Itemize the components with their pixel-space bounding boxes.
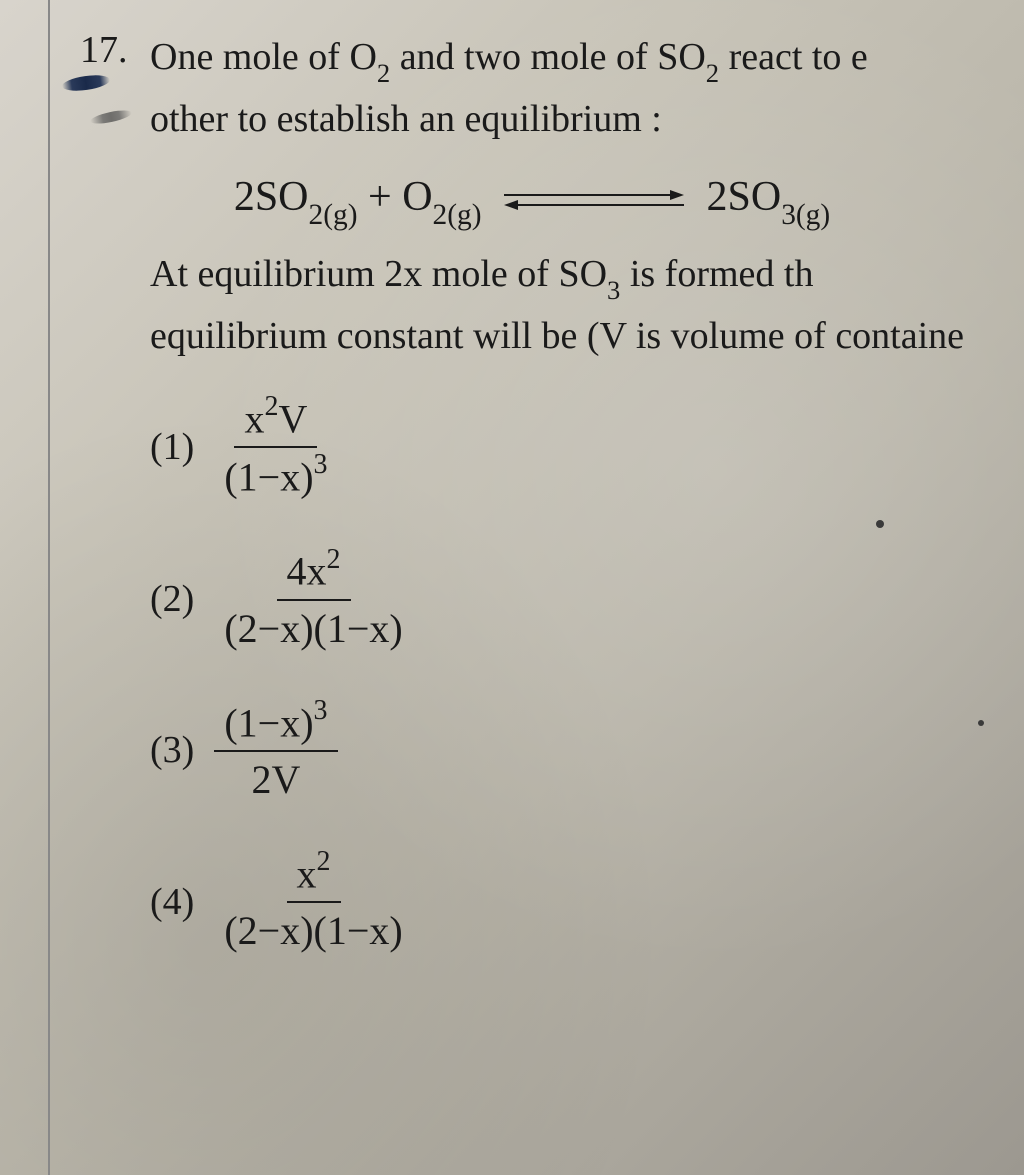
opt3-num-sup: 3 — [314, 695, 328, 726]
q-text-1c: react to e — [719, 36, 868, 78]
option-3: (3) (1−x)3 2V — [150, 698, 1004, 803]
question-text-line1: One mole of O2 and two mole of SO2 react… — [150, 28, 1004, 149]
question-content: 17. One mole of O2 and two mole of SO2 r… — [0, 0, 1024, 982]
option-2-fraction: 4x2 (2−x)(1−x) — [214, 546, 412, 651]
q-text-1a: One mole of O — [150, 36, 377, 78]
eq-rhs-sub: 3(g) — [781, 199, 830, 231]
opt2-num-a: 4x — [287, 549, 327, 594]
option-4-fraction: x2 (2−x)(1−x) — [214, 849, 412, 954]
option-1: (1) x2V (1−x)3 — [150, 394, 1004, 501]
option-3-numerator: (1−x)3 — [214, 698, 337, 752]
eq-plus: + — [358, 174, 403, 220]
q-sub-2: 2 — [706, 58, 719, 88]
option-1-denominator: (1−x)3 — [214, 448, 337, 500]
opt1-num-a: x — [244, 396, 264, 441]
opt2-num-sup: 2 — [327, 544, 341, 575]
option-2: (2) 4x2 (2−x)(1−x) — [150, 546, 1004, 651]
opt1-den-sup: 3 — [314, 449, 328, 480]
eq-lhs2-sub: 2(g) — [433, 199, 482, 231]
opt4-num-a: x — [297, 851, 317, 896]
opt1-num-b: V — [278, 396, 307, 441]
body-line4: equilibrium constant will be (V is volum… — [150, 307, 1004, 366]
option-2-label: (2) — [150, 577, 194, 621]
eq-rhs: 2SO — [707, 174, 782, 220]
body-3b: is formed th — [620, 253, 813, 295]
option-4-label: (4) — [150, 880, 194, 924]
question-number: 17. — [80, 28, 128, 72]
q-text-1b: and two mole of SO — [390, 36, 706, 78]
option-2-denominator: (2−x)(1−x) — [214, 601, 412, 652]
body-3-sub: 3 — [607, 275, 620, 305]
option-1-fraction: x2V (1−x)3 — [214, 394, 337, 501]
option-1-numerator: x2V — [234, 394, 317, 448]
q-sub-1: 2 — [377, 58, 390, 88]
eq-lhs1: 2SO — [234, 174, 309, 220]
option-4: (4) x2 (2−x)(1−x) — [150, 849, 1004, 954]
equilibrium-arrow-icon — [504, 188, 684, 212]
equilibrium-equation: 2SO2(g) + O2(g) 2SO3(g) — [60, 173, 1004, 227]
opt1-num-sup: 2 — [264, 391, 278, 422]
option-3-label: (3) — [150, 728, 194, 772]
body-3a: At equilibrium 2x mole of SO — [150, 253, 607, 295]
option-4-denominator: (2−x)(1−x) — [214, 903, 412, 954]
opt4-num-sup: 2 — [317, 846, 331, 877]
question-text-line2: other to establish an equilibrium : — [150, 90, 1004, 149]
eq-lhs1-sub: 2(g) — [309, 199, 358, 231]
option-3-fraction: (1−x)3 2V — [214, 698, 337, 803]
option-1-label: (1) — [150, 425, 194, 469]
eq-lhs2: O — [402, 174, 432, 220]
options-list: (1) x2V (1−x)3 (2) 4x2 (2−x)(1−x) (3) — [150, 394, 1004, 955]
opt1-den-a: (1−x) — [224, 454, 313, 499]
opt3-num-a: (1−x) — [224, 700, 313, 745]
option-4-numerator: x2 — [287, 849, 341, 903]
option-3-denominator: 2V — [241, 752, 310, 803]
body-line3: At equilibrium 2x mole of SO3 is formed … — [150, 245, 1004, 307]
option-2-numerator: 4x2 — [277, 546, 351, 600]
